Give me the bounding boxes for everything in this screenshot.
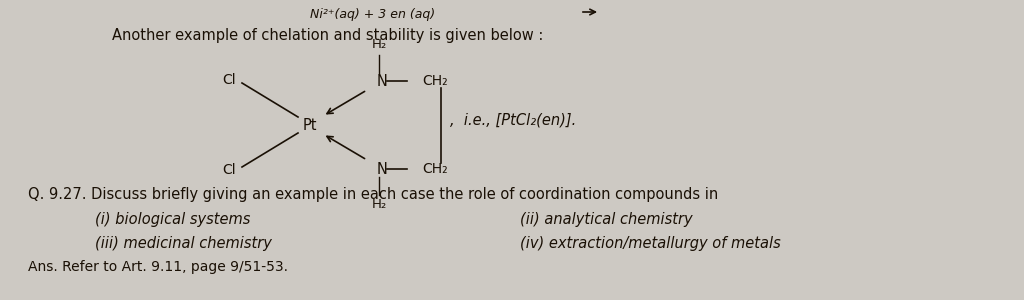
Text: Another example of chelation and stability is given below :: Another example of chelation and stabili… bbox=[112, 28, 544, 43]
Text: H₂: H₂ bbox=[372, 38, 387, 52]
Text: N: N bbox=[377, 74, 388, 88]
Text: (i) biological systems: (i) biological systems bbox=[95, 212, 251, 227]
Text: H₂: H₂ bbox=[372, 199, 387, 212]
Text: (ii) analytical chemistry: (ii) analytical chemistry bbox=[520, 212, 692, 227]
Text: Pt: Pt bbox=[303, 118, 317, 133]
Text: Cl: Cl bbox=[222, 73, 236, 87]
Text: CH₂: CH₂ bbox=[422, 162, 447, 176]
Text: CH₂: CH₂ bbox=[422, 74, 447, 88]
Text: Ni²⁺(aq) + 3 en (aq): Ni²⁺(aq) + 3 en (aq) bbox=[310, 8, 435, 21]
Text: Q. 9.27. Discuss briefly giving an example in each case the role of coordination: Q. 9.27. Discuss briefly giving an examp… bbox=[28, 187, 718, 202]
Text: (iii) medicinal chemistry: (iii) medicinal chemistry bbox=[95, 236, 272, 251]
Text: (iv) extraction/metallurgy of metals: (iv) extraction/metallurgy of metals bbox=[520, 236, 780, 251]
Text: N: N bbox=[377, 161, 388, 176]
Text: Cl: Cl bbox=[222, 163, 236, 177]
Text: Ans. Refer to Art. 9.11, page 9/51-53.: Ans. Refer to Art. 9.11, page 9/51-53. bbox=[28, 260, 288, 274]
Text: ,  i.e., [PtCl₂(en)].: , i.e., [PtCl₂(en)]. bbox=[450, 112, 577, 128]
